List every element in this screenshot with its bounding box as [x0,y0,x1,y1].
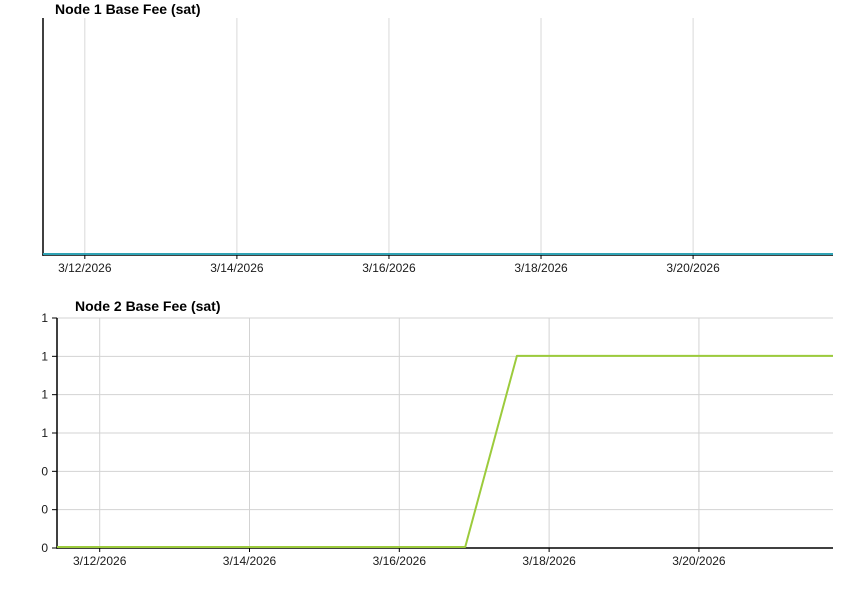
y-tick-label: 1 [41,426,48,440]
chart2-title: Node 2 Base Fee (sat) [75,298,221,314]
y-tick-label: 0 [41,464,48,478]
y-tick-label: 1 [41,349,48,363]
x-tick-label: 3/20/2026 [672,554,726,568]
y-tick-label: 1 [41,311,48,325]
y-tick-label: 0 [41,541,48,555]
x-tick-label: 3/16/2026 [373,554,427,568]
series-line [57,354,833,548]
x-tick-label: 3/16/2026 [362,261,416,275]
x-tick-label: 3/14/2026 [210,261,264,275]
x-tick-label: 3/18/2026 [522,554,576,568]
x-tick-label: 3/12/2026 [73,554,127,568]
chart1-plot-area: 3/12/2026 3/14/2026 3/16/2026 3/18/2026 3/20… [42,18,833,275]
x-tick-label: 3/12/2026 [58,261,112,275]
x-tick-label: 3/18/2026 [514,261,568,275]
x-tick-label: 3/14/2026 [223,554,277,568]
y-tick-label: 1 [41,388,48,402]
chart2-plot-area: 1 1 1 1 0 0 0 3/12/2026 3/14/2026 3/16/2026 3/18/2… [41,311,833,568]
chart1-title: Node 1 Base Fee (sat) [55,1,201,17]
y-tick-label: 0 [41,503,48,517]
x-tick-label: 3/20/2026 [666,261,720,275]
